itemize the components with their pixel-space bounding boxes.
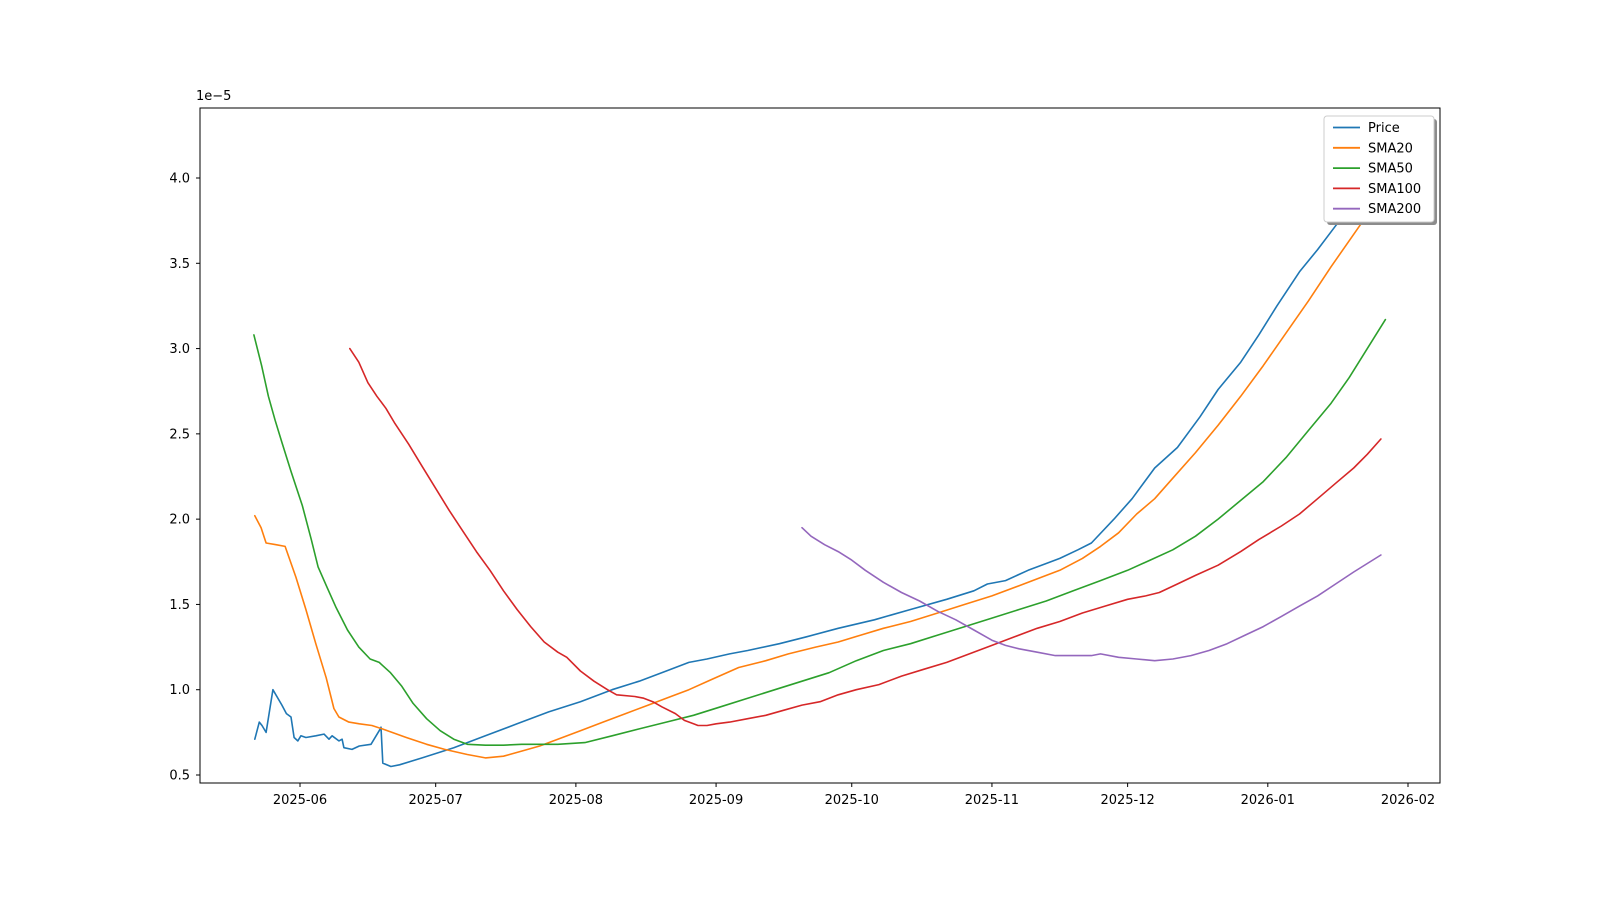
- x-tick-label: 2026-02: [1381, 793, 1435, 808]
- y-tick-label: 3.5: [169, 257, 190, 272]
- x-tick-label: 2025-09: [689, 793, 743, 808]
- x-tick-label: 2025-08: [549, 793, 603, 808]
- legend-label-sma100: SMA100: [1368, 182, 1421, 197]
- legend-box: [1323, 115, 1435, 223]
- y-tick-label: 0.5: [169, 769, 190, 784]
- y-axis-offset-label: 1e−5: [196, 89, 231, 104]
- series-line-sma200: [801, 526, 1382, 662]
- y-tick-label: 4.0: [169, 172, 190, 187]
- x-tick-label: 2025-12: [1100, 793, 1154, 808]
- plot-area-spines: [199, 107, 1441, 784]
- legend-label-sma50: SMA50: [1368, 162, 1413, 177]
- series-line-sma20: [254, 187, 1387, 759]
- legend-label-price: Price: [1368, 121, 1400, 136]
- x-tick-label: 2025-11: [965, 793, 1019, 808]
- x-tick-label: 2025-10: [825, 793, 879, 808]
- x-tick-label: 2025-07: [409, 793, 463, 808]
- legend-label-sma20: SMA20: [1368, 141, 1413, 156]
- x-tick-label: 2025-06: [273, 793, 327, 808]
- series-line-sma50: [253, 318, 1387, 747]
- y-tick-label: 1.0: [169, 683, 190, 698]
- x-tick-label: 2026-01: [1241, 793, 1295, 808]
- y-tick-label: 2.5: [169, 427, 190, 442]
- y-tick-label: 3.0: [169, 342, 190, 357]
- y-tick-label: 1.5: [169, 598, 190, 613]
- y-tick-label: 2.0: [169, 513, 190, 528]
- series-line-price: [254, 168, 1387, 768]
- series-line-sma100: [348, 347, 1382, 727]
- legend-label-sma200: SMA200: [1368, 202, 1421, 217]
